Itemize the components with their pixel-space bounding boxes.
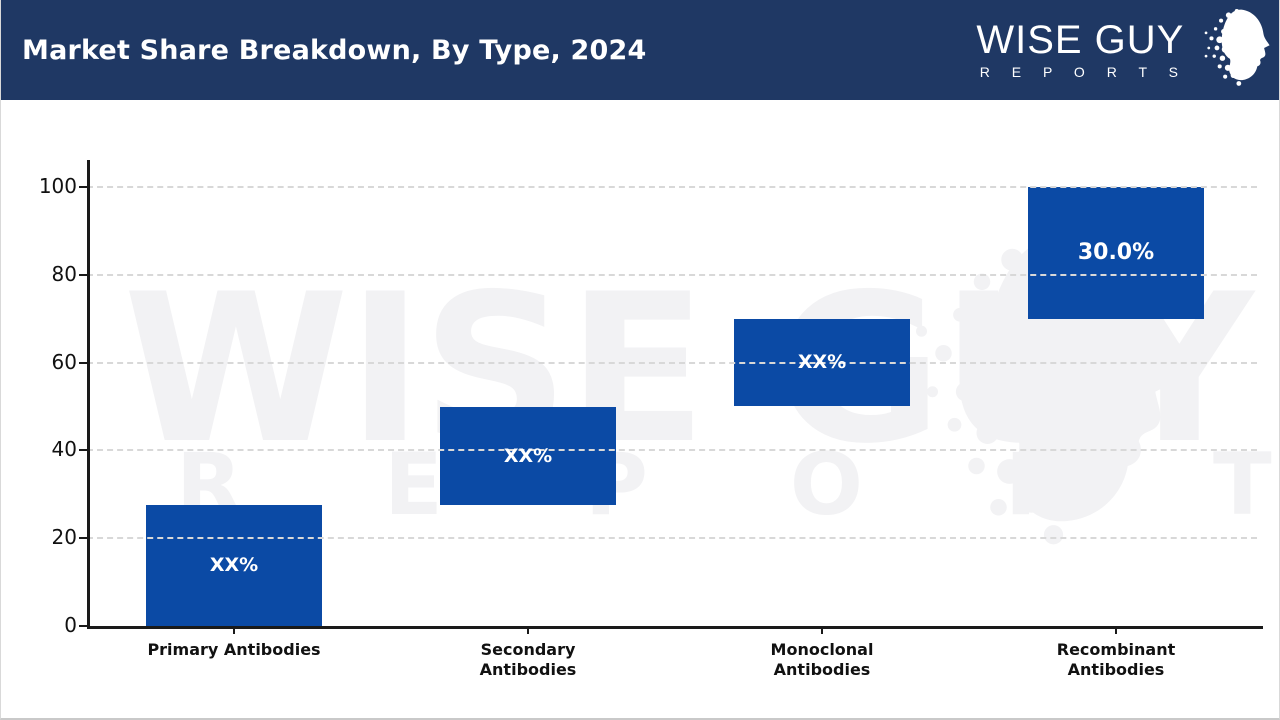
x-category-label-line: Monoclonal	[770, 640, 874, 659]
y-tick-label: 60	[51, 349, 77, 374]
y-tick-mark	[79, 537, 87, 540]
header-bar: Market Share Breakdown, By Type, 2024 WI…	[1, 0, 1279, 100]
y-tick-mark	[79, 625, 87, 627]
wise-guy-logo: WISE GUY R E P O R T S	[974, 4, 1279, 96]
y-tick-mark	[79, 186, 87, 188]
logo-brand-name: WISE GUY	[976, 18, 1185, 62]
x-category-label-line: Antibodies	[773, 660, 871, 679]
bar-label-3: XX%	[797, 350, 847, 373]
y-axis-line	[87, 160, 90, 628]
x-category-label-1: Primary Antibodies	[104, 640, 364, 660]
x-tick-mark	[1115, 627, 1117, 634]
logo-tagline: R E P O R T S	[979, 64, 1187, 80]
logo-text: WISE GUY R E P O R T S	[974, 20, 1187, 80]
bar-label-2: XX%	[503, 444, 553, 467]
x-tick-mark	[527, 627, 529, 634]
x-category-label-line: Recombinant	[1056, 640, 1176, 659]
x-category-label-4: Recombinant Antibodies	[986, 640, 1246, 680]
y-tick-mark	[79, 273, 87, 276]
bar-2	[440, 406, 616, 506]
y-tick-label: 20	[51, 525, 77, 550]
x-category-label-3: Monoclonal Antibodies	[692, 640, 952, 680]
gridline-y-100	[87, 186, 1257, 188]
y-tick-label: 100	[38, 174, 77, 198]
gridline-y-60	[87, 361, 1257, 364]
y-tick-mark	[79, 449, 87, 452]
y-tick-label: 80	[51, 261, 77, 286]
y-tick-label: 0	[64, 613, 77, 637]
bar-label-1: XX%	[209, 554, 259, 577]
bar-1	[146, 505, 322, 626]
y-tick-mark	[79, 361, 87, 364]
gridline-y-40	[87, 449, 1257, 452]
page-title: Market Share Breakdown, By Type, 2024	[22, 34, 647, 66]
logo-face-icon	[1204, 9, 1270, 86]
x-axis-line	[87, 626, 1263, 629]
x-category-label-line: Antibodies	[479, 660, 577, 679]
x-tick-mark	[821, 627, 823, 634]
x-category-label-line: Primary Antibodies	[147, 640, 321, 659]
chart-plot-area: 0 20 40 60 80 100 XX% XX% XX% 30.0% Primary Antibo…	[1, 100, 1279, 718]
x-category-label-2: Secondary Antibodies	[398, 640, 658, 680]
gridline-y-20	[87, 537, 1257, 540]
y-tick-label: 40	[51, 437, 77, 462]
x-tick-mark	[233, 627, 235, 634]
bar-label-4: 30.0%	[1077, 240, 1155, 265]
gridline-y-80	[87, 273, 1257, 276]
bar-4	[1028, 187, 1204, 319]
x-category-label-line: Antibodies	[1067, 660, 1165, 679]
x-category-label-line: Secondary	[480, 640, 576, 659]
